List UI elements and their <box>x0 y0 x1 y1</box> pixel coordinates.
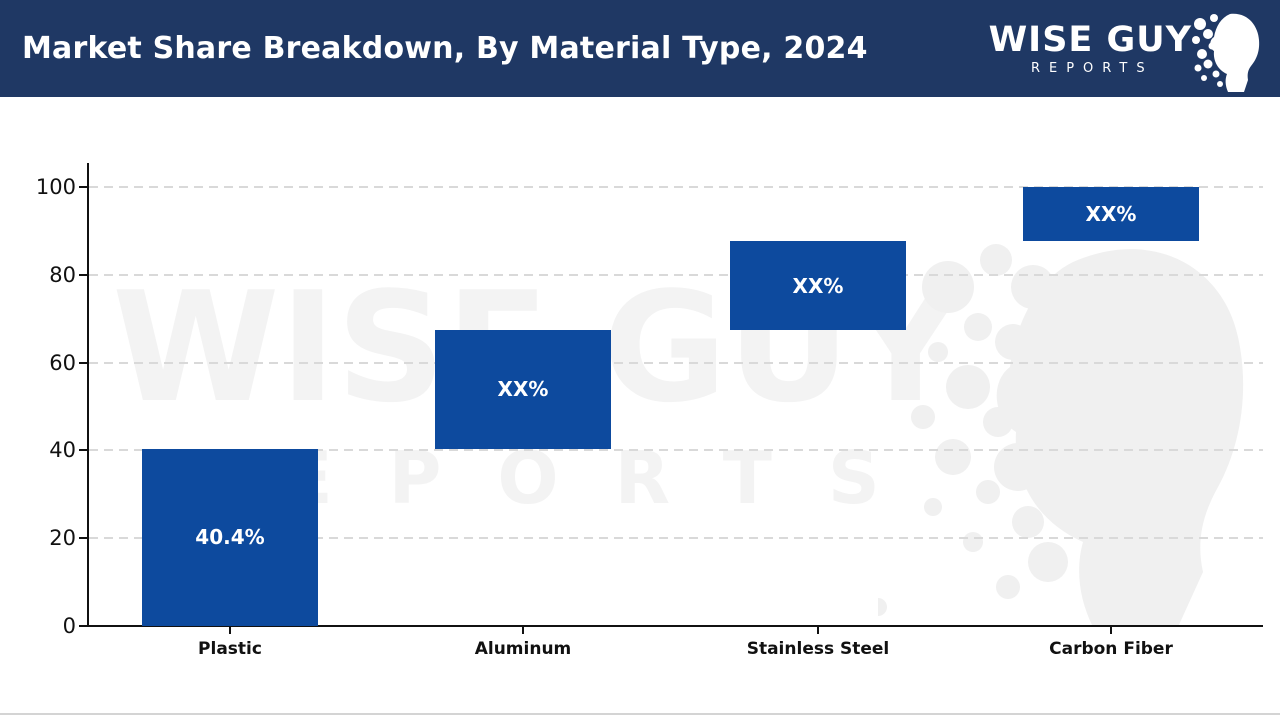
bar-aluminum: XX% <box>435 330 611 449</box>
bar-stainless-steel: XX% <box>730 241 906 331</box>
y-tickmark-100 <box>79 186 87 188</box>
bar-value-label: XX% <box>1085 202 1137 227</box>
x-tick-label: Aluminum <box>474 639 572 659</box>
y-axis-line <box>87 163 89 627</box>
bottom-divider <box>0 713 1280 715</box>
bar-carbon-fiber: XX% <box>1023 187 1199 242</box>
gridline-40 <box>89 449 1263 452</box>
x-axis-line <box>87 625 1263 627</box>
y-tick-label: 20 <box>49 526 76 551</box>
x-tick-label: Carbon Fiber <box>1049 639 1173 659</box>
brand-logo: WISE GUY REPORTS <box>989 8 1262 92</box>
brand-logo-line2: REPORTS <box>1030 60 1154 76</box>
x-tick-label: Plastic <box>198 639 262 659</box>
x-tick-label: Stainless Steel <box>746 639 890 659</box>
gridline-60 <box>89 361 1263 364</box>
y-tick-label: 80 <box>49 262 76 287</box>
bar-value-label: XX% <box>792 273 844 298</box>
page-title: Market Share Breakdown, By Material Type… <box>22 31 868 66</box>
y-tickmark-60 <box>79 361 87 364</box>
x-tickmark <box>522 627 524 634</box>
bar-plastic: 40.4% <box>142 448 318 626</box>
header-bar: Market Share Breakdown, By Material Type… <box>0 0 1280 97</box>
watermark-head-graphic <box>878 244 1244 627</box>
y-tick-label: 60 <box>49 350 76 375</box>
gridline-80 <box>89 273 1263 276</box>
brand-logo-line1: WISE GUY <box>988 20 1192 60</box>
brand-logo-text: WISE GUY REPORTS <box>989 22 1192 76</box>
x-tickmark <box>1110 627 1112 634</box>
y-tickmark-80 <box>79 273 87 276</box>
bar-value-label: 40.4% <box>195 525 265 550</box>
y-tick-label: 0 <box>62 614 76 638</box>
gridline-100 <box>89 186 1263 188</box>
bar-value-label: XX% <box>497 377 549 402</box>
y-tickmark-20 <box>79 537 87 540</box>
brand-logo-head-icon <box>1192 13 1260 92</box>
y-tick-label: 100 <box>35 175 76 199</box>
x-tickmark <box>817 627 819 634</box>
y-tickmark-40 <box>79 449 87 452</box>
gridline-20 <box>89 537 1263 540</box>
y-tickmark-0 <box>79 625 87 627</box>
y-tick-label: 40 <box>49 438 76 463</box>
x-tickmark <box>229 627 231 634</box>
